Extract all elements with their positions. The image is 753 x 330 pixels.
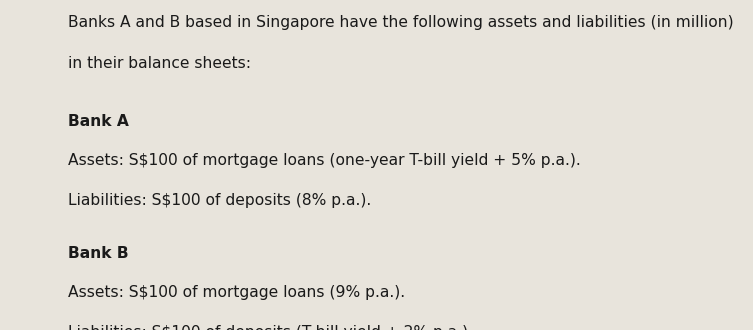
- Text: Liabilities: S$100 of deposits (T-bill yield + 2% p.a.).: Liabilities: S$100 of deposits (T-bill y…: [68, 325, 473, 330]
- Text: Assets: S$100 of mortgage loans (9% p.a.).: Assets: S$100 of mortgage loans (9% p.a.…: [68, 285, 405, 300]
- Text: Bank A: Bank A: [68, 114, 129, 129]
- Text: Banks A and B based in Singapore have the following assets and liabilities (in m: Banks A and B based in Singapore have th…: [68, 15, 733, 30]
- Text: Bank B: Bank B: [68, 246, 129, 261]
- Text: Assets: S$100 of mortgage loans (one-year T-bill yield + 5% p.a.).: Assets: S$100 of mortgage loans (one-yea…: [68, 153, 581, 168]
- Text: Liabilities: S$100 of deposits (8% p.a.).: Liabilities: S$100 of deposits (8% p.a.)…: [68, 193, 371, 208]
- Text: in their balance sheets:: in their balance sheets:: [68, 56, 251, 71]
